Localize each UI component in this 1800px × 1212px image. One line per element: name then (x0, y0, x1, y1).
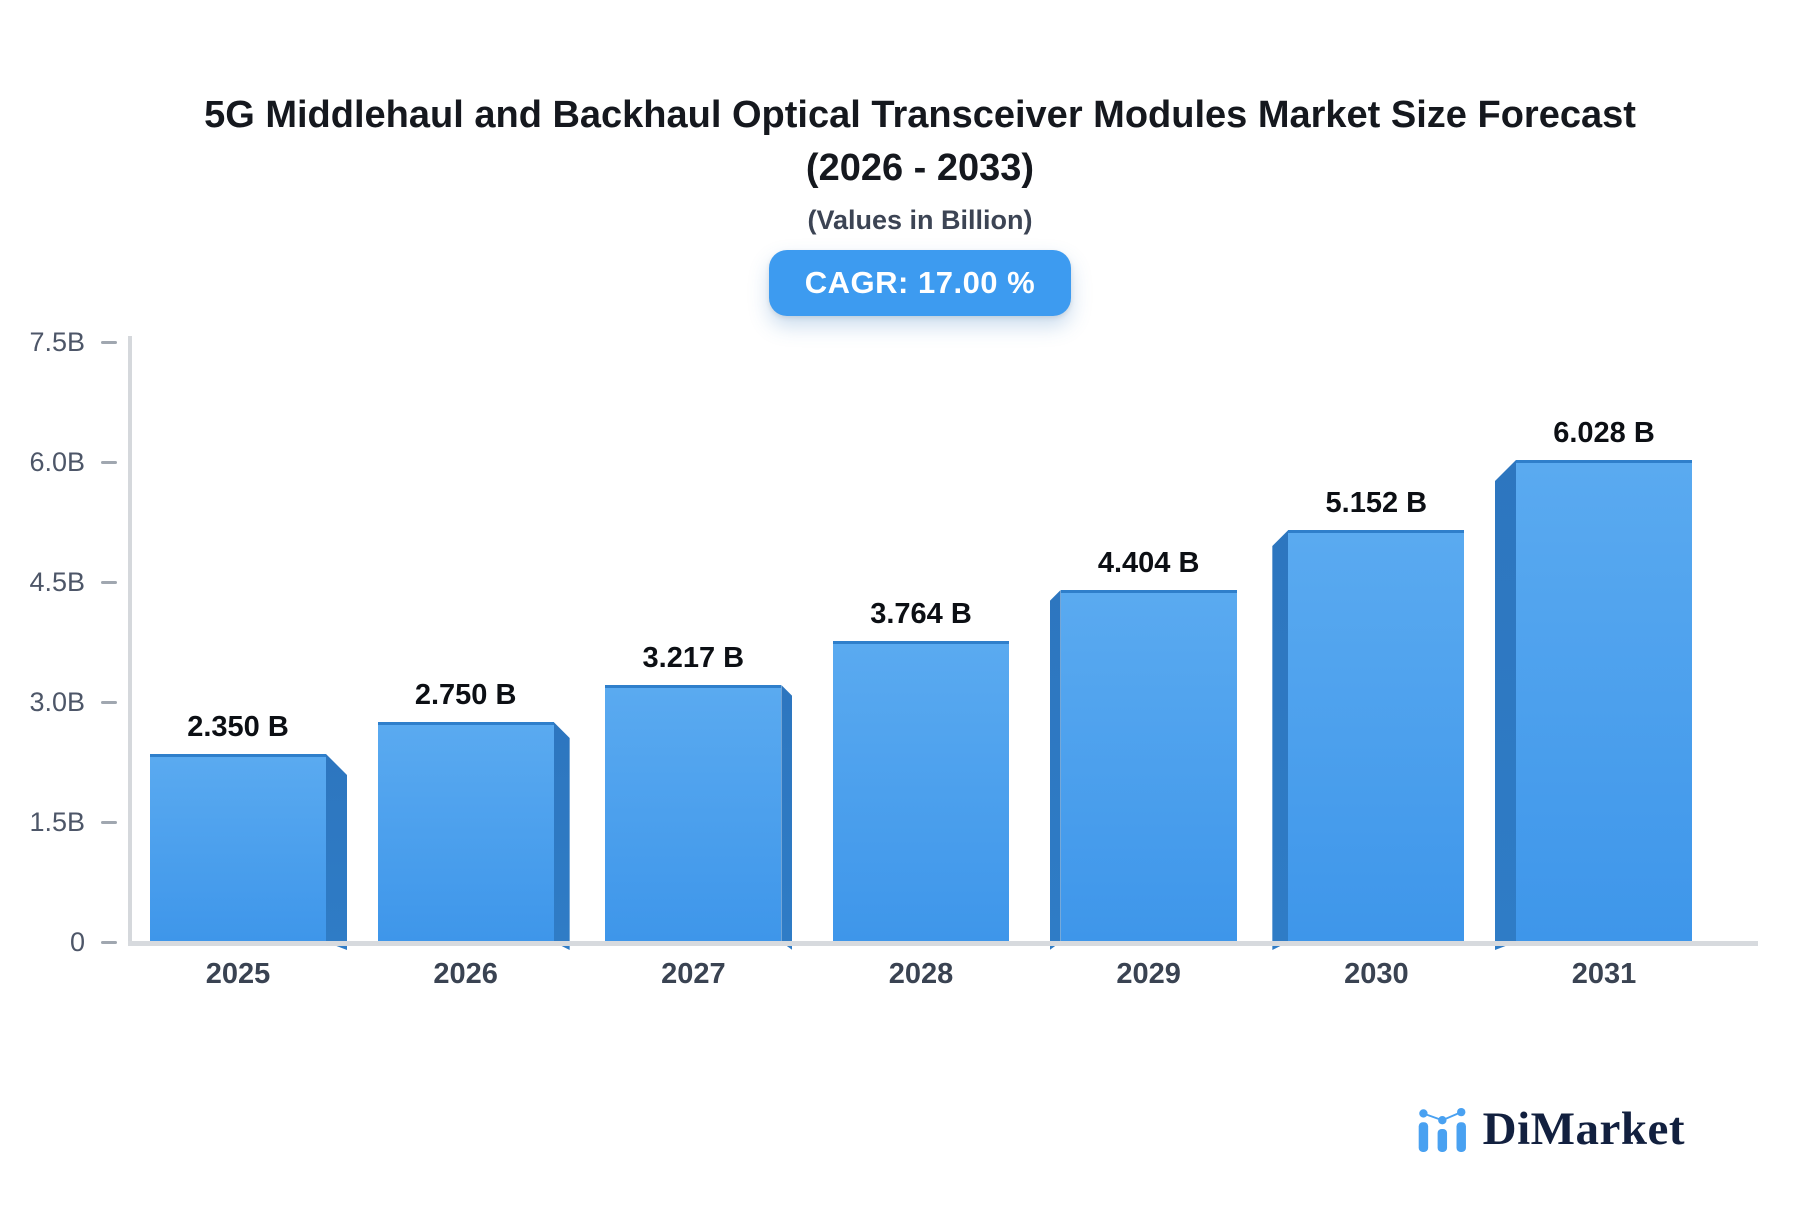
x-axis-label-2029: 2029 (1116, 958, 1181, 990)
bar-value-label-2029: 4.404 B (1097, 547, 1200, 579)
ytick-label-4.5B: 4.5B (29, 567, 85, 597)
ytick-label-3.0B: 3.0B (29, 687, 85, 717)
bar-2030 (1288, 530, 1465, 942)
ytick-label-1.5B: 1.5B (29, 807, 85, 837)
chart-title-line1: 5G Middlehaul and Backhaul Optical Trans… (204, 94, 1636, 136)
bar-side-2025 (326, 754, 347, 950)
bar-side-2029 (1049, 590, 1061, 950)
bar-value-label-2028: 3.764 B (870, 598, 972, 630)
x-axis-label-2028: 2028 (888, 958, 954, 990)
ytick-dash (101, 821, 117, 824)
bar-2031 (1516, 460, 1692, 942)
bar-2028 (833, 641, 1009, 942)
chart-subtitle: (Values in Billion) (807, 205, 1033, 236)
bar-2026 (377, 722, 554, 942)
ytick-dash (101, 941, 117, 944)
bar-side-2031 (1495, 460, 1516, 950)
x-axis-label-2030: 2030 (1344, 958, 1409, 990)
cagr-badge: CAGR: 17.00 % (768, 250, 1072, 317)
x-axis-label-2026: 2026 (433, 958, 498, 990)
bar-value-label-2027: 3.217 B (642, 642, 745, 674)
x-axis-baseline (128, 941, 1758, 946)
bar-value-label-2026: 2.750 B (414, 679, 517, 711)
ytick-dash (101, 701, 117, 704)
ytick-label-7.5B: 7.5B (29, 327, 85, 357)
ytick-dash (101, 461, 117, 464)
y-axis-line (128, 336, 132, 942)
ytick-label-6.0B: 6.0B (29, 447, 85, 477)
ytick-dash (101, 341, 117, 344)
bar-value-label-2030: 5.152 B (1325, 487, 1428, 519)
x-axis-label-2025: 2025 (205, 958, 271, 990)
logo-text: DiMarket (1482, 1103, 1685, 1156)
bar-2029 (1060, 590, 1237, 942)
ytick-dash (101, 581, 117, 584)
bar-2027 (605, 685, 782, 942)
ytick-label-0: 0 (69, 927, 85, 957)
bar-value-label-2031: 6.028 B (1553, 417, 1655, 449)
bar-side-2030 (1272, 530, 1289, 950)
bar-side-2027 (781, 685, 793, 950)
dimarket-logo: DiMarket (1416, 1103, 1685, 1156)
bar-value-label-2025: 2.350 B (187, 711, 289, 743)
x-axis-label-2031: 2031 (1571, 958, 1637, 990)
bar-2025 (150, 754, 326, 942)
chart-title-line2: (2026 - 2033) (805, 146, 1035, 189)
bar-chart-plot-area: 0 1.5B 3.0B 4.5B 6.0B 7.5B 2.350 B 2025 2.750 B… (29, 327, 1758, 990)
x-axis-label-2027: 2027 (661, 958, 726, 990)
bar-chart-with-trend-dots-icon (1418, 1107, 1466, 1152)
bar-side-2026 (553, 722, 570, 950)
chart-header: 5G Middlehaul and Backhaul Optical Trans… (40, 0, 1800, 317)
